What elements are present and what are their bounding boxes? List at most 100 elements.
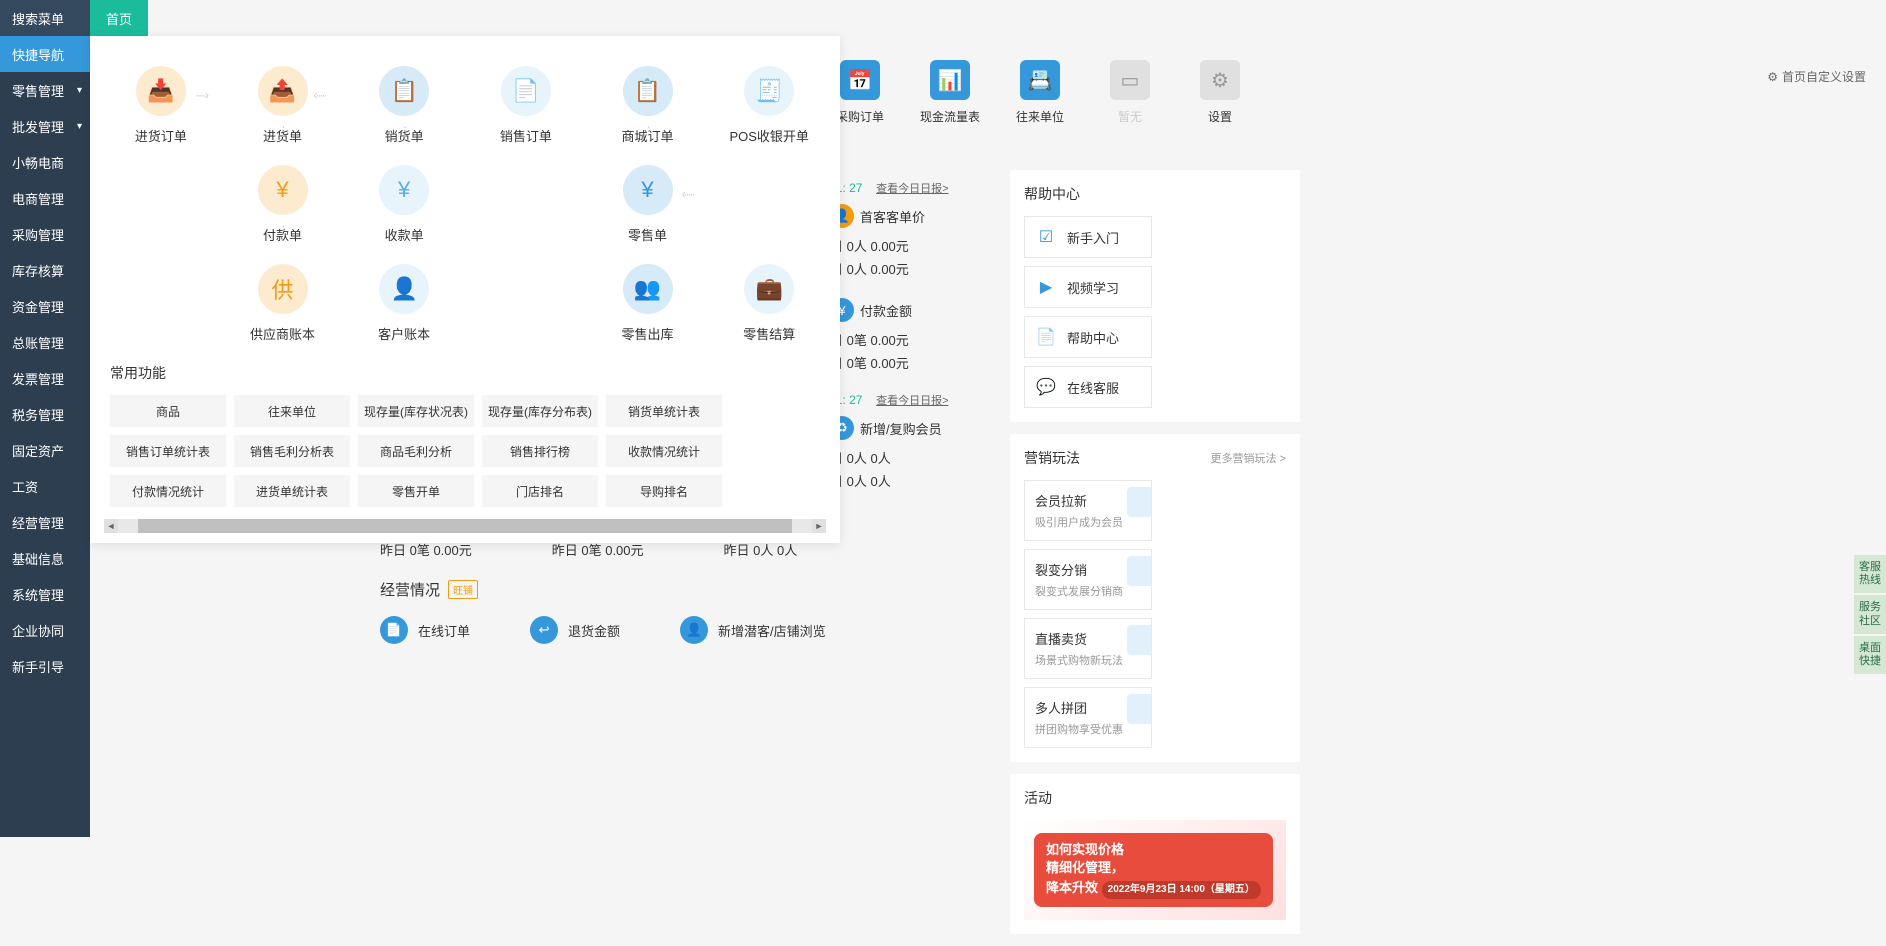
- sales-order-icon: 📄: [501, 66, 551, 116]
- mall-order-icon: 📋: [623, 66, 673, 116]
- sidebar-item-16[interactable]: 企业协同: [0, 612, 90, 648]
- arrow-icon: ⋮: [278, 223, 288, 237]
- common-btn[interactable]: 现存量(库存状况表): [358, 395, 474, 427]
- mkt-live[interactable]: 直播卖货场景式购物新玩法: [1024, 618, 1152, 679]
- common-btn[interactable]: 现存量(库存分布表): [482, 395, 598, 427]
- side-tab-desktop[interactable]: 桌面快捷: [1854, 636, 1886, 674]
- horizontal-scrollbar[interactable]: ◄ ►: [100, 519, 830, 533]
- common-btn[interactable]: 销售毛利分析表: [234, 435, 350, 467]
- flow-payment[interactable]: ¥ 付款单 ⋮: [222, 165, 344, 244]
- sidebar-search[interactable]: 搜索菜单: [0, 0, 90, 36]
- flow-purchase-order[interactable]: 📥 进货订单 ·····›: [100, 66, 222, 145]
- scroll-thumb[interactable]: [138, 519, 792, 533]
- help-newbie[interactable]: ☑新手入门: [1024, 216, 1152, 258]
- sidebar-item-5[interactable]: 采购管理: [0, 216, 90, 252]
- payment-icon: ¥: [258, 165, 308, 215]
- shortcut-contacts[interactable]: 📇 往来单位: [1010, 60, 1070, 125]
- retail-out-icon: 👥: [623, 264, 673, 314]
- help-panel: 帮助中心 ☑新手入门 ▶视频学习 📄帮助中心 💬在线客服: [1010, 170, 1300, 422]
- sidebar-item-12[interactable]: 工资: [0, 468, 90, 504]
- bottom-section: 昨日 0笔 0.00元 昨日 0笔 0.00元 昨日 0人 0人 经营情况 旺铺…: [380, 540, 990, 644]
- common-btn[interactable]: 销售排行榜: [482, 435, 598, 467]
- contacts-icon: 📇: [1020, 60, 1060, 100]
- data-label: ♻ 新增/复购会员: [830, 416, 990, 440]
- arrow-icon: ⋮: [278, 124, 288, 138]
- flow-sales[interactable]: 📋 销货单 ‹····· ⋮: [343, 66, 465, 145]
- arrow-icon: ⋮: [643, 223, 653, 237]
- flow-pos[interactable]: 🧾 POS收银开单: [708, 66, 830, 145]
- common-btn[interactable]: 付款情况统计: [110, 475, 226, 507]
- arrow-icon: ·····›: [195, 88, 207, 102]
- sidebar-item-9[interactable]: 发票管理: [0, 360, 90, 396]
- sidebar-item-11[interactable]: 固定资产: [0, 432, 90, 468]
- help-service[interactable]: 💬在线客服: [1024, 366, 1152, 408]
- sidebar-item-4[interactable]: 电商管理: [0, 180, 90, 216]
- flow-customer-ledger[interactable]: 👤 客户账本: [343, 264, 465, 343]
- common-btn[interactable]: 往来单位: [234, 395, 350, 427]
- flow-retail[interactable]: ¥ 零售单 ‹····· ⋮: [587, 165, 709, 244]
- sidebar-item-13[interactable]: 经营管理: [0, 504, 90, 540]
- top-tab-home[interactable]: 首页: [90, 0, 148, 36]
- sidebar-item-3[interactable]: 小畅电商: [0, 144, 90, 180]
- flow-sales-order[interactable]: 📄 销售订单: [465, 66, 587, 145]
- common-btn[interactable]: 收款情况统计: [606, 435, 722, 467]
- common-btn[interactable]: 进货单统计表: [234, 475, 350, 507]
- supplier-ledger-icon: 供: [258, 264, 308, 314]
- sidebar-item-6[interactable]: 库存核算: [0, 252, 90, 288]
- flow-retail-out[interactable]: 👥 零售出库: [587, 264, 709, 343]
- data-block-3: 11: 27 查看今日日报> ♻ 新增/复购会员 日 0人 0人 日 0人 0人: [830, 392, 990, 490]
- mkt-fission[interactable]: 裂变分销裂变式发展分销商: [1024, 549, 1152, 610]
- help-video[interactable]: ▶视频学习: [1024, 266, 1152, 308]
- check-icon: ☑: [1035, 226, 1057, 248]
- common-btn[interactable]: 零售开单: [358, 475, 474, 507]
- side-tab-community[interactable]: 服务社区: [1854, 595, 1886, 633]
- marketing-more-link[interactable]: 更多营销玩法 >: [1211, 450, 1286, 466]
- data-label: ¥ 付款金额: [830, 298, 990, 322]
- sidebar-item-0[interactable]: 快捷导航: [0, 36, 90, 72]
- pos-icon: 🧾: [744, 66, 794, 116]
- help-center[interactable]: 📄帮助中心: [1024, 316, 1152, 358]
- cashflow-icon: 📊: [930, 60, 970, 100]
- receipt-icon: ¥: [379, 165, 429, 215]
- shortcut-settings[interactable]: ⚙ 设置: [1190, 60, 1250, 125]
- data-label: 👤 首客客单价: [830, 204, 990, 228]
- scroll-right-icon[interactable]: ►: [812, 519, 826, 533]
- activity-banner[interactable]: 如何实现价格 精细化管理， 降本升效 2022年9月23日 14:00（星期五）: [1024, 820, 1286, 920]
- mkt-group[interactable]: 多人拼团拼团购物享受优惠: [1024, 687, 1152, 748]
- flow-retail-settle[interactable]: 💼 零售结算: [708, 264, 830, 343]
- sidebar-item-10[interactable]: 税务管理: [0, 396, 90, 432]
- flow-mall-order[interactable]: 📋 商城订单 ⋮: [587, 66, 709, 145]
- data-block-2: ¥ 付款金额 日 0笔 0.00元 日 0笔 0.00元: [830, 298, 990, 372]
- sidebar-item-14[interactable]: 基础信息: [0, 540, 90, 576]
- sidebar-item-8[interactable]: 总账管理: [0, 324, 90, 360]
- side-tabs: 客服热线 服务社区 桌面快捷: [1854, 555, 1886, 676]
- common-functions-grid: 商品 往来单位 现存量(库存状况表) 现存量(库存分布表) 销货单统计表 销售订…: [100, 395, 830, 507]
- view-daily-report-link[interactable]: 查看今日日报>: [876, 395, 948, 407]
- sidebar-item-1[interactable]: 零售管理▾: [0, 72, 90, 108]
- marketing-title: 营销玩法: [1024, 448, 1080, 468]
- view-daily-report-link[interactable]: 查看今日日报>: [876, 183, 948, 195]
- common-btn[interactable]: 商品: [110, 395, 226, 427]
- shortcut-empty[interactable]: ▭ 暂无: [1100, 60, 1160, 125]
- sidebar-item-17[interactable]: 新手引导: [0, 648, 90, 684]
- flow-purchase[interactable]: 📤 进货单 ⋮: [222, 66, 344, 145]
- common-btn[interactable]: 销货单统计表: [606, 395, 722, 427]
- side-tab-hotline[interactable]: 客服热线: [1854, 555, 1886, 593]
- arrow-icon: ⋮: [399, 124, 409, 138]
- common-btn[interactable]: 商品毛利分析: [358, 435, 474, 467]
- gear-icon: ⚙: [1767, 70, 1778, 84]
- scroll-left-icon[interactable]: ◄: [104, 519, 118, 533]
- common-btn[interactable]: 导购排名: [606, 475, 722, 507]
- flow-supplier-ledger[interactable]: 供 供应商账本: [222, 264, 344, 343]
- sidebar-item-2[interactable]: 批发管理▾: [0, 108, 90, 144]
- common-btn[interactable]: 门店排名: [482, 475, 598, 507]
- common-btn[interactable]: 销售订单统计表: [110, 435, 226, 467]
- shortcut-cashflow[interactable]: 📊 现金流量表: [920, 60, 980, 125]
- biz-online-order: 📄在线订单: [380, 616, 470, 644]
- mkt-member[interactable]: 会员拉新吸引用户成为会员: [1024, 480, 1152, 541]
- sidebar-item-15[interactable]: 系统管理: [0, 576, 90, 612]
- sidebar-item-7[interactable]: 资金管理: [0, 288, 90, 324]
- flow-receipt[interactable]: ¥ 收款单 ⋮: [343, 165, 465, 244]
- scroll-track[interactable]: [118, 519, 812, 533]
- custom-homepage-link[interactable]: ⚙ 首页自定义设置: [1767, 68, 1866, 85]
